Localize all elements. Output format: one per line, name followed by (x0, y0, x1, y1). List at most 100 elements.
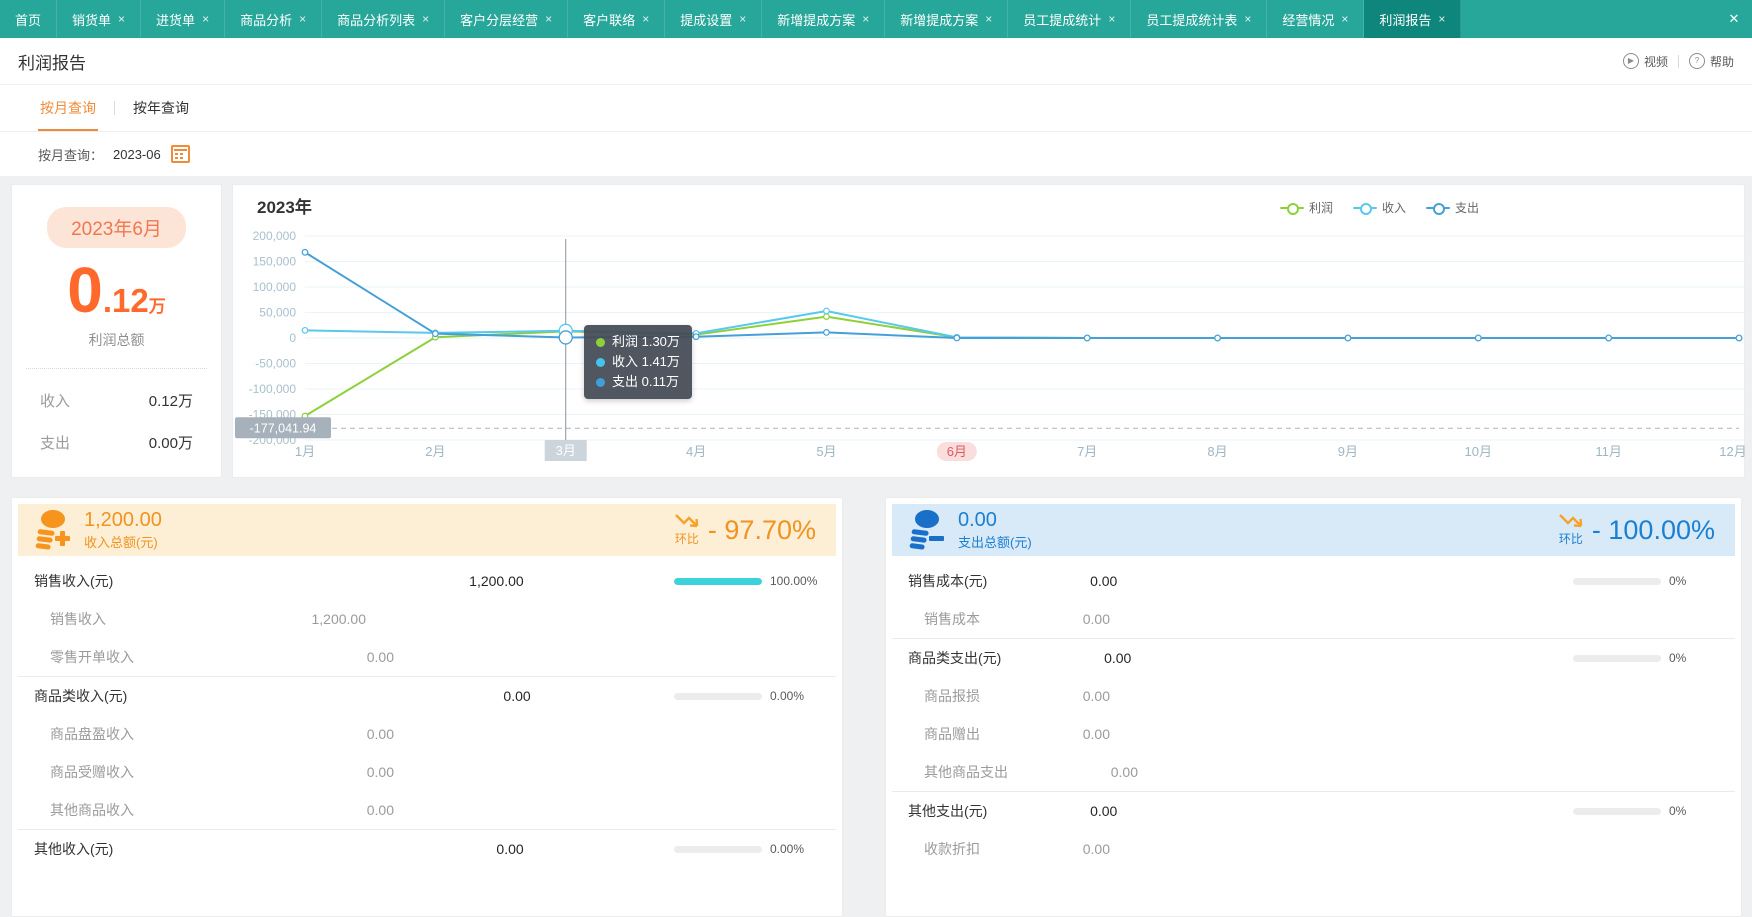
percent-bar-box: 0.00% (673, 689, 820, 703)
row-label: 销售收入(元) (34, 573, 114, 589)
expense-sub-row: 商品赠出 0.00 (892, 715, 1735, 753)
income-label: 收入 (40, 393, 71, 410)
close-icon[interactable]: × (299, 12, 307, 26)
app-tab[interactable]: 进货单 × (141, 0, 226, 38)
row-label: 商品类收入(元) (34, 688, 128, 704)
svg-text:4月: 4月 (686, 444, 706, 459)
app-tab[interactable]: 员工提成统计 × (1008, 0, 1132, 38)
app-tab[interactable]: 新增提成方案 × (762, 0, 886, 38)
row-label: 销售成本(元) (908, 573, 988, 589)
close-icon[interactable]: × (118, 12, 126, 26)
percent-bar-box: 0.00% (673, 842, 820, 856)
video-label: 视频 (1643, 54, 1668, 69)
tooltip-dot (596, 377, 605, 387)
percent-bar-track (1573, 577, 1661, 585)
row-label: 商品盘盈收入 (50, 726, 134, 742)
svg-text:7月: 7月 (1077, 444, 1097, 459)
app-tab[interactable]: 经营情况 × (1267, 0, 1365, 38)
close-icon[interactable]: × (642, 12, 650, 26)
row-value: 0.00 (1082, 688, 1110, 704)
expense-rows: 销售成本(元) 0.00 0% 销售成本 0.00 商品类支出(元) 0.00 0% 商品报损 0… (892, 556, 1735, 868)
income-ratio-value: - 97.70% (707, 514, 816, 545)
profit-chart-panel: 2023年 利润 收入 支出 200,000 150,000 100,000 50,000… (232, 184, 1747, 478)
tab-label: 提成设置 (680, 12, 733, 28)
app-tab-bar: 首页 销货单 × 进货单 × 商品分析 × 商品分析列表 × 客户分层经营 × 客户联络 × 提成设置 × 新… (0, 0, 1752, 38)
ratio-label: 环比 (674, 532, 699, 546)
close-icon[interactable]: × (1438, 12, 1446, 26)
close-icon[interactable]: × (1341, 12, 1349, 26)
period-badge: 2023年6月 (47, 207, 186, 248)
income-value: 0.12万 (148, 393, 193, 410)
tooltip-text: 利润 1.30万 (612, 334, 680, 349)
tooltip-dot (596, 337, 605, 347)
tooltip-item: 利润 1.30万 (596, 332, 680, 352)
tab-by-month[interactable]: 按月查询 (38, 85, 98, 131)
app-tab[interactable]: 新增提成方案 × (885, 0, 1009, 38)
expense-total: 0.00 支出总额(元) (958, 509, 1032, 551)
filter-row: 按月查询： 2023-06 (0, 132, 1752, 176)
close-icon[interactable]: × (1108, 12, 1116, 26)
calendar-icon[interactable] (170, 145, 190, 163)
percent-bar-box: 0% (1573, 651, 1719, 665)
divider (114, 101, 115, 115)
divider (1677, 54, 1679, 68)
close-icon[interactable]: × (545, 12, 553, 26)
profit-int: 0 (67, 254, 103, 326)
close-icon[interactable]: × (862, 12, 870, 26)
row-value: 0.00 (366, 764, 394, 780)
chart-title: 2023年 (257, 198, 312, 217)
video-link[interactable]: ▶ 视频 (1622, 53, 1668, 70)
header-links: ▶ 视频 ? 帮助 (1622, 53, 1734, 70)
close-icon[interactable]: × (739, 12, 747, 26)
row-value: 0.00 (503, 688, 531, 704)
app-tab[interactable]: 利润报告 × (1364, 0, 1462, 38)
row-label: 销售成本 (924, 611, 980, 627)
percent-bar-track (1573, 654, 1661, 662)
expense-sub-row: 其他商品支出 0.00 (892, 753, 1735, 791)
tooltip-text: 支出 0.11万 (612, 374, 679, 389)
svg-text:150,000: 150,000 (253, 255, 297, 269)
app-tab[interactable]: 客户联络 × (568, 0, 666, 38)
svg-text:-100,000: -100,000 (249, 382, 297, 396)
close-icon[interactable]: × (422, 12, 430, 26)
month-picker-value[interactable]: 2023-06 (113, 146, 161, 162)
legend-item[interactable]: 支出 (1425, 199, 1479, 216)
app-tab[interactable]: 首页 (0, 0, 58, 38)
tab-by-year[interactable]: 按年查询 (133, 100, 189, 116)
percent-value: 0% (1669, 574, 1687, 588)
app-tab[interactable]: 员工提成统计表 × (1131, 0, 1268, 38)
svg-text:2月: 2月 (425, 444, 445, 459)
row-value: 1,200.00 (469, 573, 524, 589)
percent-value: 0% (1669, 804, 1687, 818)
profit-unit: 万 (148, 297, 166, 316)
close-icon[interactable]: × (1244, 12, 1252, 26)
percent-value: 0.00% (769, 842, 805, 856)
percent-bar-box: 100.00% (673, 574, 820, 588)
app-tab[interactable]: 商品分析 × (225, 0, 323, 38)
legend-item[interactable]: 收入 (1352, 199, 1406, 216)
percent-bar-box: 0% (1573, 804, 1719, 818)
app-tab[interactable]: 商品分析列表 × (322, 0, 446, 38)
svg-text:200,000: 200,000 (253, 229, 297, 243)
app-tab[interactable]: 销货单 × (57, 0, 142, 38)
app-tab[interactable]: 客户分层经营 × (445, 0, 569, 38)
legend-item[interactable]: 利润 (1279, 199, 1333, 216)
close-icon[interactable]: × (985, 12, 993, 26)
income-detail-panel: 1,200.00 收入总额(元) 环比 - 97.70% 销售收入(元) 1,20… (11, 497, 843, 917)
chart-tooltip: 利润 1.30万 收入 1.41万 支出 0.11万 (584, 325, 692, 399)
expense-total-value: 0.00 (958, 509, 997, 531)
close-all-tabs-button[interactable]: ✕ (1728, 11, 1740, 26)
row-label: 销售收入 (50, 611, 106, 627)
app-tab[interactable]: 提成设置 × (665, 0, 763, 38)
row-value: 1,200.00 (311, 611, 367, 627)
expense-sub-row: 商品报损 0.00 (892, 677, 1735, 715)
expense-ratio: 环比 - 100.00% (1558, 513, 1721, 547)
income-total-value: 1,200.00 (84, 509, 162, 531)
income-group-row: 其他收入(元) 0.00 0.00% (18, 829, 836, 868)
chart-svg: 200,000 150,000 100,000 50,000 0 -50,000 -100,… (235, 229, 1747, 461)
tab-label: 新增提成方案 (777, 12, 856, 28)
close-icon[interactable]: × (202, 12, 210, 26)
percent-bar-track (673, 692, 762, 700)
svg-text:-50,000: -50,000 (255, 357, 296, 371)
help-link[interactable]: ? 帮助 (1688, 53, 1734, 70)
